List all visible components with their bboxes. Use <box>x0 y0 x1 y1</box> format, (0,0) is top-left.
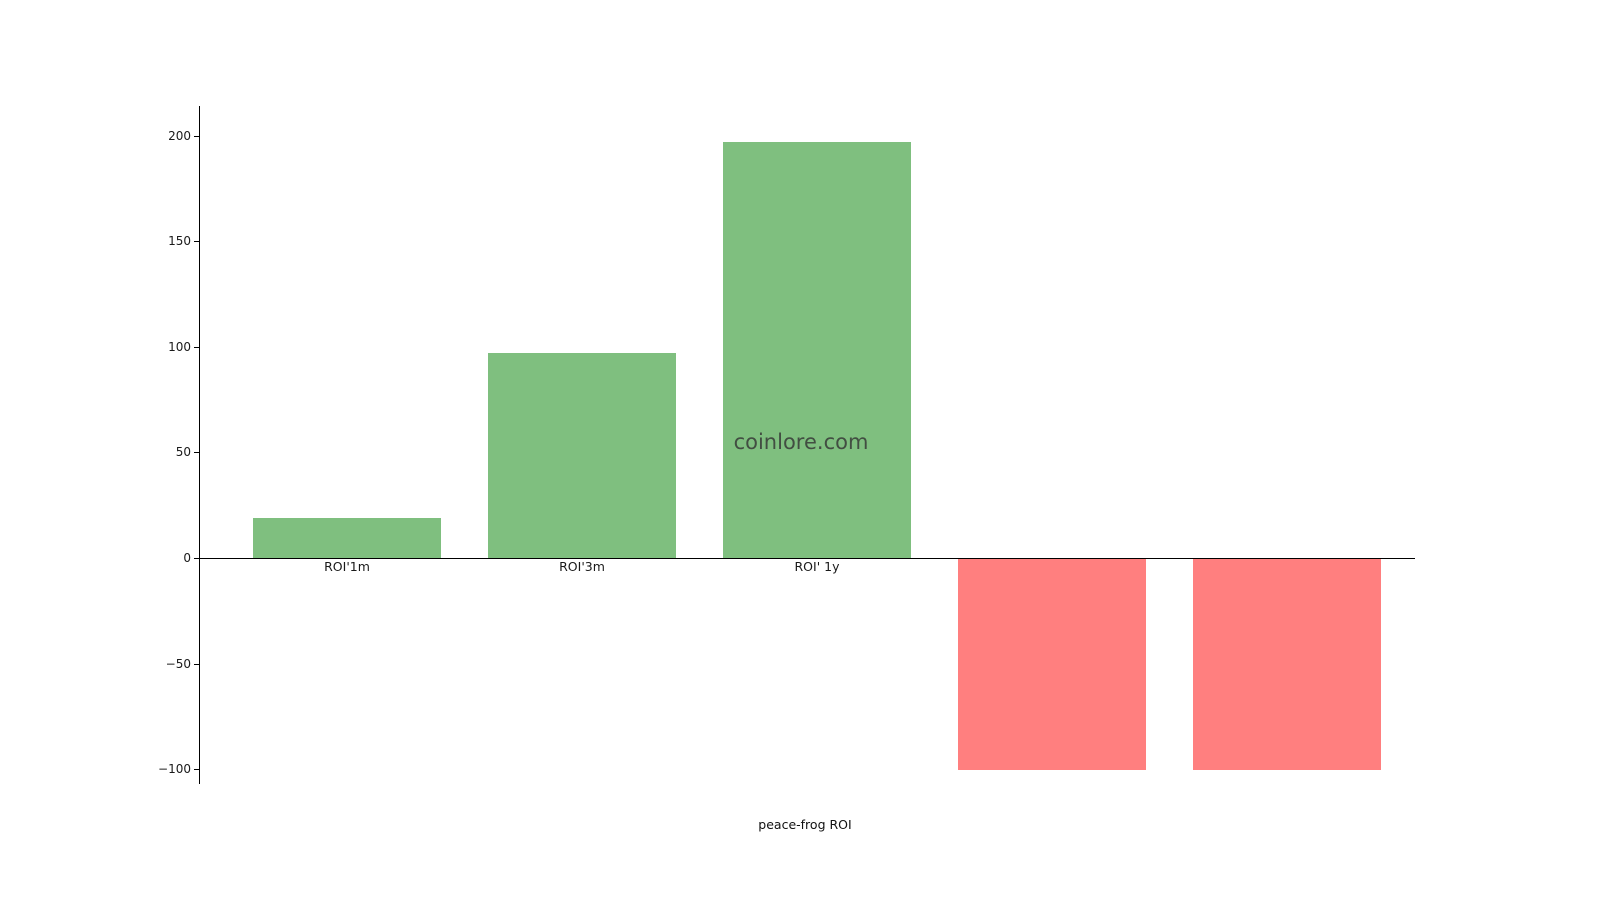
y-tick-label: −50 <box>165 657 191 671</box>
y-tick-mark <box>194 769 199 770</box>
y-tick-label: 200 <box>168 129 191 143</box>
y-axis-line <box>199 106 200 784</box>
watermark-text: coinlore.com <box>733 430 869 454</box>
y-tick-mark <box>194 664 199 665</box>
bar-roi-1y <box>723 142 911 558</box>
y-tick-label: 100 <box>168 340 191 354</box>
y-tick-mark <box>194 452 199 453</box>
x-axis-zero-line <box>199 558 1415 559</box>
x-tick-label: ROI'3m <box>559 559 605 574</box>
x-tick-label: ROI'1m <box>324 559 370 574</box>
y-tick-mark <box>194 347 199 348</box>
y-tick-label: 150 <box>168 234 191 248</box>
x-axis-title: peace-frog ROI <box>758 817 852 832</box>
y-tick-mark <box>194 136 199 137</box>
y-tick-mark <box>194 558 199 559</box>
bar-roi-1m <box>253 518 441 558</box>
bar-negative-4 <box>1193 559 1381 770</box>
bar-roi-3m <box>488 353 676 558</box>
y-tick-label: −100 <box>158 762 191 776</box>
y-tick-label: 50 <box>175 445 191 459</box>
bar-negative-3 <box>958 559 1146 770</box>
y-tick-label: 0 <box>183 551 191 565</box>
y-tick-mark <box>194 241 199 242</box>
x-tick-label: ROI' 1y <box>794 559 840 574</box>
